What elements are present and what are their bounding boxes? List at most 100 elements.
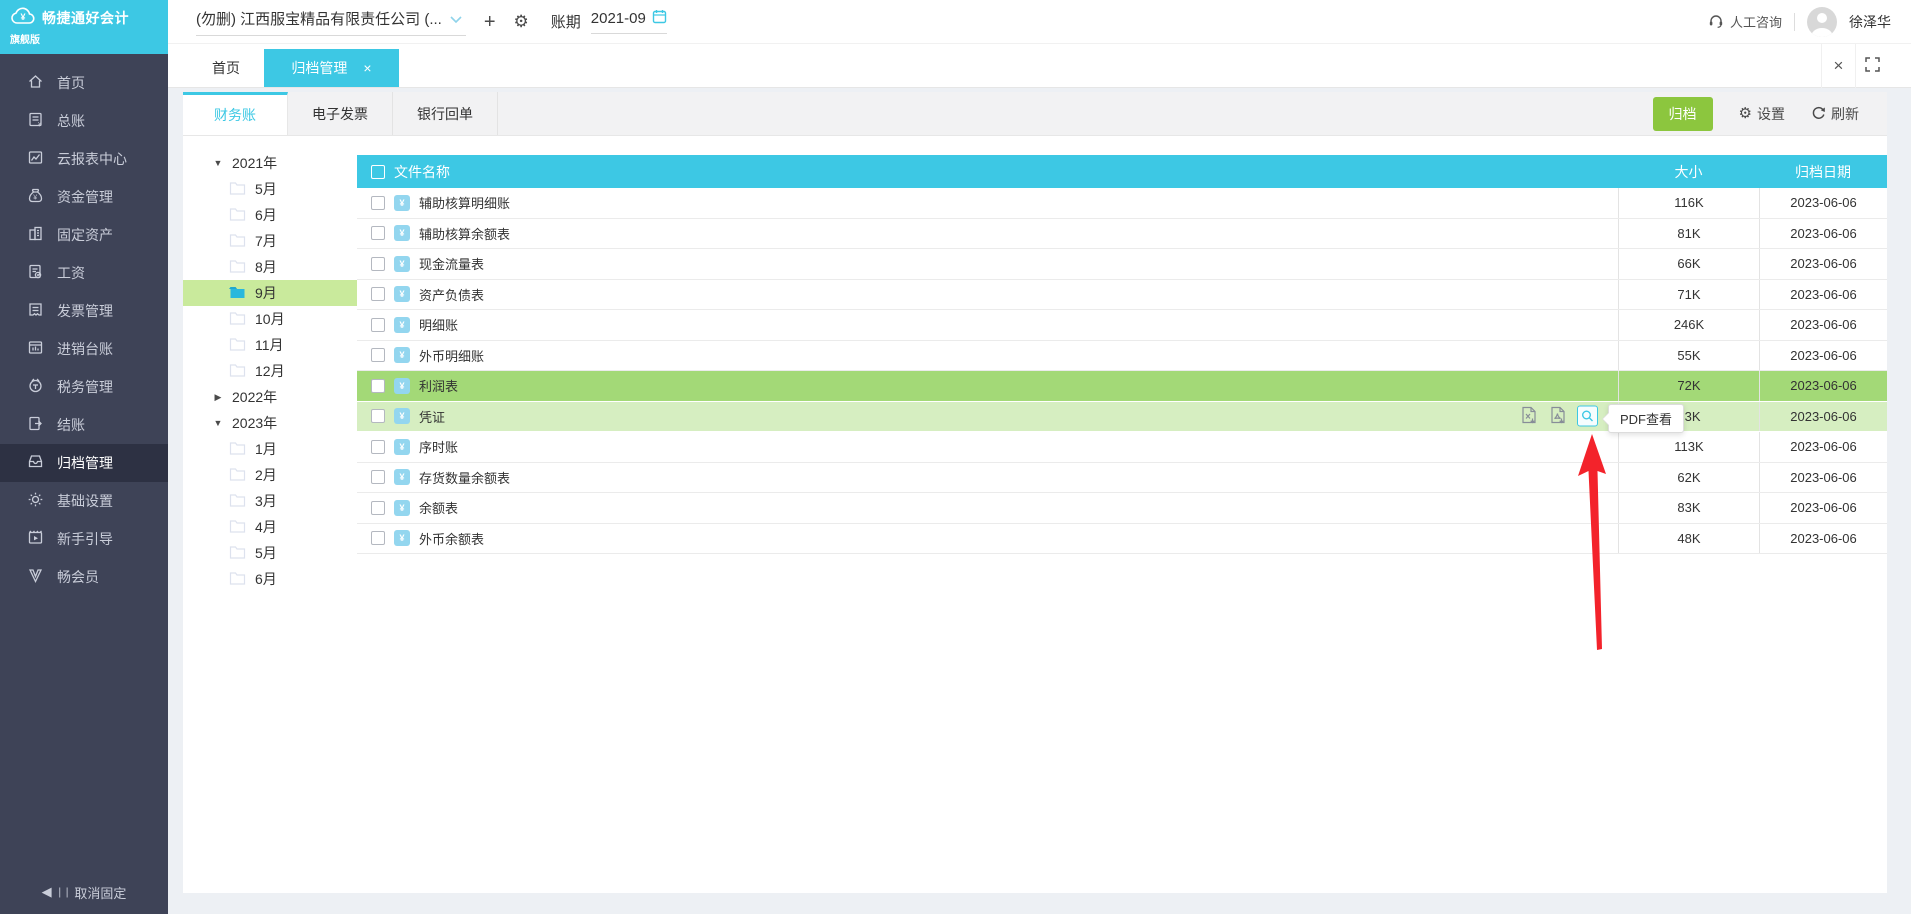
divider bbox=[1794, 12, 1795, 31]
sidebar-item-ledger[interactable]: ¥ 总账 bbox=[0, 102, 168, 140]
file-name[interactable]: 外币明细账 bbox=[419, 348, 485, 364]
support-link[interactable]: 人工咨询 bbox=[1708, 12, 1782, 31]
row-checkbox[interactable] bbox=[371, 439, 385, 454]
period-selector[interactable]: 2021-09 bbox=[590, 9, 667, 34]
file-icon: ¥ bbox=[394, 377, 410, 394]
tab-archive-management[interactable]: 归档管理 × bbox=[264, 49, 399, 87]
tree-month-2021年-5月[interactable]: 5月 bbox=[183, 176, 357, 202]
row-checkbox[interactable] bbox=[371, 500, 385, 515]
pdf-view-icon[interactable] bbox=[1577, 405, 1598, 427]
row-checkbox[interactable] bbox=[371, 531, 385, 546]
sidebar-item-salary[interactable]: 工资 bbox=[0, 254, 168, 292]
sidebar-item-member[interactable]: 畅会员 bbox=[0, 558, 168, 596]
file-name[interactable]: 利润表 bbox=[419, 379, 459, 395]
sidebar-item-tax[interactable]: 税务管理 bbox=[0, 368, 168, 406]
table-row[interactable]: ¥ 辅助核算明细账 116K 2023-06-06 bbox=[357, 188, 1887, 219]
table-row[interactable]: ¥ 存货数量余额表 62K 2023-06-06 bbox=[357, 462, 1887, 493]
sidebar-item-invoice[interactable]: 发票管理 bbox=[0, 292, 168, 330]
tree-year-2023年[interactable]: ▼ 2023年 bbox=[183, 410, 357, 436]
row-checkbox[interactable] bbox=[371, 470, 385, 485]
subtab-bank-receipt[interactable]: 银行回单 bbox=[393, 92, 498, 135]
company-selector[interactable]: (勿删) 江西服宝精品有限责任公司 (... bbox=[196, 8, 466, 36]
tree-month-2021年-12月[interactable]: 12月 bbox=[183, 358, 357, 384]
file-name[interactable]: 凭证 bbox=[419, 409, 446, 425]
sidebar-item-funds[interactable]: ¥ 资金管理 bbox=[0, 178, 168, 216]
caret-down-icon[interactable]: ▼ bbox=[213, 418, 223, 428]
fullscreen-button[interactable] bbox=[1855, 44, 1889, 88]
file-name[interactable]: 辅助核算明细账 bbox=[419, 196, 511, 212]
tree-month-2021年-8月[interactable]: 8月 bbox=[183, 254, 357, 280]
table-row[interactable]: ¥ 余额表 83K 2023-06-06 bbox=[357, 493, 1887, 524]
caret-down-icon[interactable]: ▼ bbox=[213, 158, 223, 168]
unpin-label: 取消固定 bbox=[74, 885, 127, 901]
tree-year-2022年[interactable]: ▶ 2022年 bbox=[183, 384, 357, 410]
sidebar-item-fixed-assets[interactable]: 固定资产 bbox=[0, 216, 168, 254]
file-name[interactable]: 资产负债表 bbox=[419, 287, 485, 303]
table-row[interactable]: ¥ 序时账 113K 2023-06-06 bbox=[357, 432, 1887, 463]
company-settings-button[interactable]: ⚙ bbox=[514, 13, 529, 30]
table-row[interactable]: ¥ 资产负债表 71K 2023-06-06 bbox=[357, 279, 1887, 310]
close-all-tabs-button[interactable]: × bbox=[1821, 44, 1855, 88]
row-checkbox[interactable] bbox=[371, 195, 385, 210]
table-row[interactable]: ¥ 凭证 PDF查看 53K 2023-06-06 bbox=[357, 401, 1887, 433]
table-row[interactable]: ¥ 明细账 246K 2023-06-06 bbox=[357, 310, 1887, 341]
tree-month-2021年-10月[interactable]: 10月 bbox=[183, 306, 357, 332]
tree-month-2023年-5月[interactable]: 5月 bbox=[183, 540, 357, 566]
tree-month-2023年-3月[interactable]: 3月 bbox=[183, 488, 357, 514]
tab-close-icon[interactable]: × bbox=[363, 60, 372, 76]
user-name[interactable]: 徐泽华 bbox=[1849, 13, 1891, 30]
sidebar-item-settings[interactable]: 基础设置 bbox=[0, 482, 168, 520]
unpin-sidebar-button[interactable]: ◀ ❘❘ 取消固定 bbox=[0, 870, 168, 914]
sidebar-item-archive[interactable]: 归档管理 bbox=[0, 444, 168, 482]
pdf-download-icon[interactable] bbox=[1548, 406, 1568, 427]
column-header-size: 大小 bbox=[1674, 163, 1703, 180]
caret-right-icon[interactable]: ▶ bbox=[214, 391, 222, 402]
sidebar-item-home[interactable]: 首页 bbox=[0, 64, 168, 102]
tree-year-2021年[interactable]: ▼ 2021年 bbox=[183, 150, 357, 176]
close-icon: × bbox=[1833, 56, 1844, 75]
file-name[interactable]: 明细账 bbox=[419, 318, 459, 334]
select-all-checkbox[interactable] bbox=[371, 164, 385, 179]
subtab-e-invoice[interactable]: 电子发票 bbox=[288, 92, 393, 135]
sidebar-item-cloud-report[interactable]: 云报表中心 bbox=[0, 140, 168, 178]
file-name[interactable]: 外币余额表 bbox=[419, 531, 485, 547]
table-row[interactable]: ¥ 外币余额表 48K 2023-06-06 bbox=[357, 523, 1887, 554]
tree-month-2023年-6月[interactable]: 6月 bbox=[183, 566, 357, 592]
file-name[interactable]: 现金流量表 bbox=[419, 257, 485, 273]
table-row[interactable]: ¥ 利润表 72K 2023-06-06 bbox=[357, 371, 1887, 402]
tree-month-2021年-11月[interactable]: 11月 bbox=[183, 332, 357, 358]
file-name[interactable]: 辅助核算余额表 bbox=[419, 226, 511, 242]
tree-month-2021年-9月[interactable]: 9月 bbox=[183, 280, 357, 306]
avatar[interactable] bbox=[1807, 6, 1837, 37]
row-checkbox[interactable] bbox=[371, 317, 385, 332]
sidebar-item-closing[interactable]: 结账 bbox=[0, 406, 168, 444]
row-checkbox[interactable] bbox=[371, 409, 385, 424]
table-row[interactable]: ¥ 现金流量表 66K 2023-06-06 bbox=[357, 249, 1887, 280]
tree-month-2021年-7月[interactable]: 7月 bbox=[183, 228, 357, 254]
table-row[interactable]: ¥ 外币明细账 55K 2023-06-06 bbox=[357, 340, 1887, 371]
tree-month-2023年-2月[interactable]: 2月 bbox=[183, 462, 357, 488]
file-name[interactable]: 序时账 bbox=[419, 440, 459, 456]
tree-month-2023年-4月[interactable]: 4月 bbox=[183, 514, 357, 540]
excel-download-icon[interactable] bbox=[1519, 406, 1539, 427]
refresh-button[interactable]: 刷新 bbox=[1811, 104, 1859, 124]
file-name[interactable]: 存货数量余额表 bbox=[419, 470, 511, 486]
folder-icon bbox=[229, 363, 246, 380]
file-name[interactable]: 余额表 bbox=[419, 501, 459, 517]
tab-home[interactable]: 首页 bbox=[212, 60, 240, 76]
row-checkbox[interactable] bbox=[371, 287, 385, 302]
sidebar-item-purchase-sales[interactable]: 进销台账 bbox=[0, 330, 168, 368]
add-company-button[interactable]: + bbox=[484, 12, 496, 32]
subtab-finance-ledger[interactable]: 财务账 bbox=[183, 92, 288, 135]
folder-icon bbox=[229, 441, 246, 458]
tree-month-2021年-6月[interactable]: 6月 bbox=[183, 202, 357, 228]
tree-month-2023年-1月[interactable]: 1月 bbox=[183, 436, 357, 462]
row-checkbox[interactable] bbox=[371, 226, 385, 241]
archive-button[interactable]: 归档 bbox=[1652, 96, 1713, 131]
row-checkbox[interactable] bbox=[371, 348, 385, 363]
row-checkbox[interactable] bbox=[371, 256, 385, 271]
table-row[interactable]: ¥ 辅助核算余额表 81K 2023-06-06 bbox=[357, 218, 1887, 249]
sidebar-item-guide[interactable]: 新手引导 bbox=[0, 520, 168, 558]
row-checkbox[interactable] bbox=[371, 378, 385, 393]
settings-button[interactable]: ⚙ 设置 bbox=[1739, 104, 1785, 124]
